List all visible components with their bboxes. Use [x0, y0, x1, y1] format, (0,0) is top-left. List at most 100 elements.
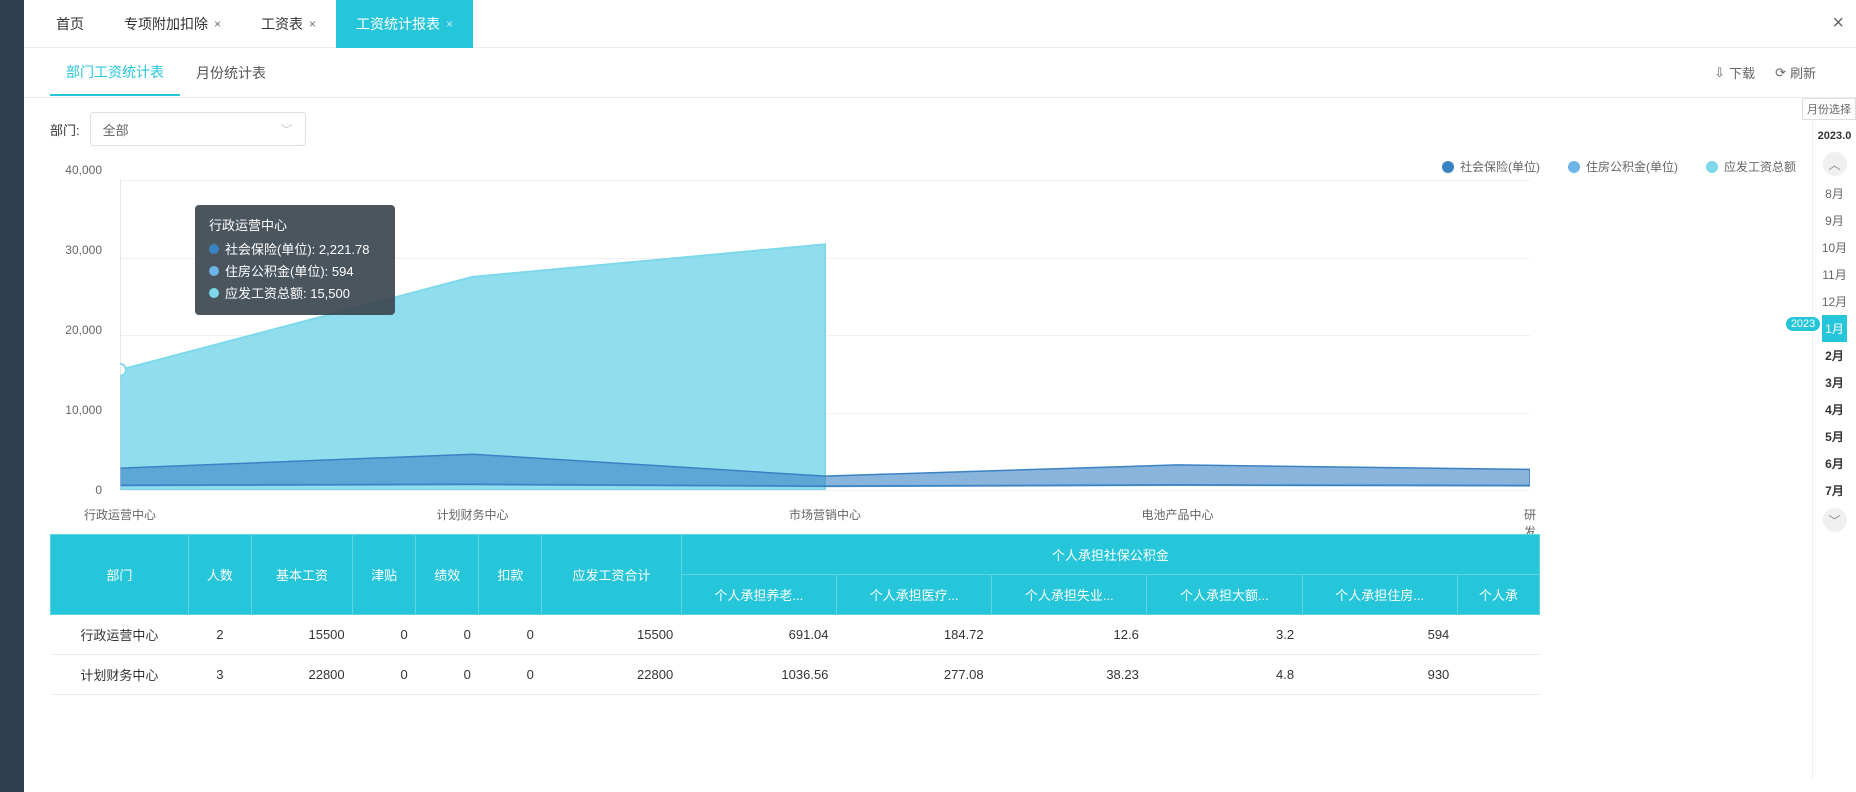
y-axis-label: 20,000	[65, 323, 102, 337]
x-axis-label: 行政运营中心	[84, 506, 156, 523]
month-item[interactable]: 4月	[1822, 396, 1847, 423]
table-cell: 1036.56	[681, 655, 836, 695]
sub-tab-bar: 部门工资统计表 月份统计表 ⇩下载 ⟳刷新	[24, 48, 1856, 98]
table-cell: 0	[353, 615, 416, 655]
close-all-icon[interactable]: ×	[1832, 12, 1844, 35]
month-item[interactable]: 11月	[1822, 261, 1847, 288]
table-cell: 22800	[542, 655, 681, 695]
chevron-down-icon: ﹀	[281, 121, 293, 138]
table-cell: 22800	[251, 655, 352, 695]
download-icon: ⇩	[1714, 65, 1725, 81]
table-cell: 计划财务中心	[51, 655, 189, 695]
table-cell	[1457, 655, 1539, 695]
month-item[interactable]: 10月	[1822, 234, 1847, 261]
table-cell: 12.6	[992, 615, 1147, 655]
filter-label: 部门:	[50, 120, 80, 139]
table-cell: 0	[416, 615, 479, 655]
tab-salary-report[interactable]: 工资统计报表×	[336, 0, 473, 48]
month-item[interactable]: 9月	[1822, 207, 1847, 234]
month-item[interactable]: 8月	[1822, 180, 1847, 207]
table-header: 基本工资	[251, 535, 352, 615]
legend-item[interactable]: 住房公积金(单位)	[1568, 158, 1678, 175]
table-cell: 0	[416, 655, 479, 695]
data-table: 部门人数基本工资津贴绩效扣款应发工资合计个人承担社保公积金个人承担养老...个人…	[50, 534, 1540, 695]
select-value: 全部	[103, 120, 129, 139]
table-header: 个人承	[1457, 575, 1539, 615]
close-icon[interactable]: ×	[446, 17, 453, 31]
table-cell: 3.2	[1147, 615, 1302, 655]
table-header: 扣款	[479, 535, 542, 615]
legend-dot	[1568, 161, 1580, 173]
table-header: 津贴	[353, 535, 416, 615]
table-cell: 691.04	[681, 615, 836, 655]
close-icon[interactable]: ×	[309, 17, 316, 31]
subtab-month[interactable]: 月份统计表	[180, 51, 282, 95]
refresh-button[interactable]: ⟳刷新	[1775, 63, 1816, 82]
month-item[interactable]: 1月2023	[1822, 315, 1847, 342]
tooltip-title: 行政运营中心	[209, 215, 381, 237]
table-cell: 277.08	[836, 655, 991, 695]
legend-label: 应发工资总额	[1724, 158, 1796, 175]
table-header: 个人承担医疗...	[836, 575, 991, 615]
month-item[interactable]: 2月	[1822, 342, 1847, 369]
download-button[interactable]: ⇩下载	[1714, 63, 1755, 82]
table-cell: 0	[479, 615, 542, 655]
table-cell: 15500	[251, 615, 352, 655]
legend-label: 住房公积金(单位)	[1586, 158, 1678, 175]
table-cell: 15500	[542, 615, 681, 655]
top-tab-bar: 首页 专项附加扣除 × 工资表× 工资统计报表× ×	[24, 0, 1856, 48]
month-up-icon[interactable]: ︿	[1823, 152, 1847, 176]
dept-select[interactable]: 全部 ﹀	[90, 112, 306, 146]
refresh-label: 刷新	[1790, 63, 1816, 82]
left-nav-rail	[0, 0, 24, 792]
table-header: 个人承担住房...	[1302, 575, 1457, 615]
y-axis-label: 0	[95, 483, 102, 497]
y-axis-label: 10,000	[65, 403, 102, 417]
month-panel-header[interactable]: 月份选择	[1802, 98, 1856, 120]
table-cell: 930	[1302, 655, 1457, 695]
tab-salary[interactable]: 工资表×	[241, 0, 336, 48]
table-row[interactable]: 计划财务中心322800000228001036.56277.0838.234.…	[51, 655, 1540, 695]
tooltip-row: 社会保险(单位): 2,221.78	[209, 239, 381, 261]
tab-label: 专项附加扣除	[124, 14, 208, 34]
filter-row: 部门: 全部 ﹀	[50, 112, 306, 146]
month-item[interactable]: 12月	[1822, 288, 1847, 315]
table-header: 个人承担大额...	[1147, 575, 1302, 615]
tab-label: 首页	[56, 14, 84, 34]
tooltip-row: 住房公积金(单位): 594	[209, 261, 381, 283]
table-row[interactable]: 行政运营中心21550000015500691.04184.7212.63.25…	[51, 615, 1540, 655]
y-axis-label: 30,000	[65, 243, 102, 257]
x-axis-label: 计划财务中心	[436, 506, 508, 523]
table-header-group: 个人承担社保公积金	[681, 535, 1539, 575]
legend-item[interactable]: 应发工资总额	[1706, 158, 1796, 175]
subtab-dept[interactable]: 部门工资统计表	[50, 50, 180, 96]
month-item[interactable]: 7月	[1822, 477, 1847, 504]
table-header: 绩效	[416, 535, 479, 615]
table-cell	[1457, 615, 1539, 655]
table-header: 应发工资合计	[542, 535, 681, 615]
y-axis-label: 40,000	[65, 163, 102, 177]
month-panel-year: 2023.0	[1818, 130, 1852, 142]
download-label: 下载	[1729, 63, 1755, 82]
close-icon[interactable]: ×	[214, 17, 221, 31]
chart-tooltip: 行政运营中心 社会保险(单位): 2,221.78住房公积金(单位): 594应…	[195, 205, 395, 315]
x-axis-label: 市场营销中心	[789, 506, 861, 523]
tooltip-row: 应发工资总额: 15,500	[209, 283, 381, 305]
table-header: 个人承担失业...	[992, 575, 1147, 615]
table-cell: 4.8	[1147, 655, 1302, 695]
month-item[interactable]: 3月	[1822, 369, 1847, 396]
month-item[interactable]: 6月	[1822, 450, 1847, 477]
refresh-icon: ⟳	[1775, 65, 1786, 81]
table-cell: 38.23	[992, 655, 1147, 695]
table-cell: 2	[188, 615, 251, 655]
tab-deduction[interactable]: 专项附加扣除 ×	[104, 0, 241, 48]
month-down-icon[interactable]: ﹀	[1823, 508, 1847, 532]
table-cell: 0	[479, 655, 542, 695]
year-badge: 2023	[1786, 317, 1820, 331]
tab-home[interactable]: 首页	[36, 0, 104, 48]
table-cell: 184.72	[836, 615, 991, 655]
month-item[interactable]: 5月	[1822, 423, 1847, 450]
table-header: 部门	[51, 535, 189, 615]
legend-dot	[1706, 161, 1718, 173]
month-panel: 月份选择 2023.0 ︿ 8月9月10月11月12月1月20232月3月4月5…	[1812, 100, 1856, 780]
